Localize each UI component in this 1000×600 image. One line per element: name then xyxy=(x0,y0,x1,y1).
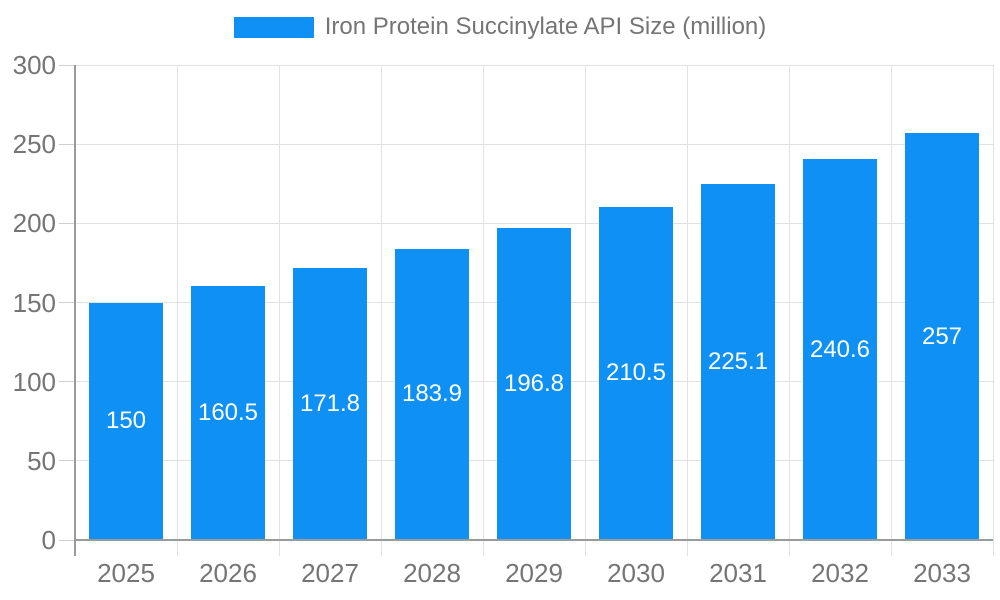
v-gridline xyxy=(278,65,280,556)
bar-2026: 160.5 xyxy=(191,285,265,540)
bar-2028: 183.9 xyxy=(395,248,469,540)
bar-value-label: 225.1 xyxy=(707,347,769,375)
y-axis-tick-label: 150 xyxy=(12,287,56,318)
bar-2029: 196.8 xyxy=(497,228,571,540)
v-gridline xyxy=(584,65,586,556)
y-axis-tick-label: 50 xyxy=(27,445,56,476)
x-axis-tick-label: 2032 xyxy=(811,558,869,588)
bar-value-label: 183.9 xyxy=(401,380,463,408)
bar-value-label: 240.6 xyxy=(809,335,871,363)
v-gridline xyxy=(380,65,382,556)
y-axis-tick-label: 300 xyxy=(12,50,56,80)
x-axis-tick-label: 2030 xyxy=(607,558,665,588)
y-axis-tick-label: 0 xyxy=(41,525,56,555)
y-axis-tick-label: 100 xyxy=(12,366,56,397)
x-axis-tick-label: 2026 xyxy=(199,558,257,588)
x-axis-tick-label: 2028 xyxy=(403,558,461,588)
h-gridline xyxy=(75,222,993,224)
y-axis-tick-label: 200 xyxy=(12,208,56,239)
bar-2031: 225.1 xyxy=(701,183,775,540)
chart-legend: Iron Protein Succinylate API Size (milli… xyxy=(0,13,1000,41)
y-axis-tick xyxy=(59,222,75,224)
x-axis-tick-label: 2027 xyxy=(301,558,359,588)
v-gridline xyxy=(890,65,892,556)
x-axis-tick-label: 2025 xyxy=(97,558,155,588)
x-axis-tick-label: 2031 xyxy=(709,558,767,588)
v-gridline xyxy=(788,65,790,556)
bar-2032: 240.6 xyxy=(803,159,877,540)
x-axis-line xyxy=(75,539,993,541)
y-axis-line xyxy=(74,65,76,556)
v-gridline xyxy=(482,65,484,556)
y-axis-tick-label: 250 xyxy=(12,129,56,160)
x-axis-tick-label: 2033 xyxy=(913,558,971,588)
x-axis-tick-label: 2029 xyxy=(505,558,563,588)
y-axis-tick xyxy=(59,64,75,66)
y-axis-tick xyxy=(59,460,75,462)
bar-2033: 257 xyxy=(905,133,979,540)
h-gridline xyxy=(75,143,993,145)
y-axis-tick xyxy=(59,302,75,303)
bar-2025: 150 xyxy=(89,302,163,540)
bar-value-label: 171.8 xyxy=(299,389,361,417)
v-gridline xyxy=(176,65,178,556)
h-gridline xyxy=(75,64,993,66)
bar-value-label: 150 xyxy=(105,407,147,435)
legend-item[interactable]: Iron Protein Succinylate API Size (milli… xyxy=(233,13,767,41)
bar-2030: 210.5 xyxy=(599,206,673,540)
y-axis-tick xyxy=(59,143,75,145)
bar-value-label: 210.5 xyxy=(605,359,667,387)
y-axis-tick xyxy=(59,381,75,383)
bar-value-label: 257 xyxy=(921,322,963,350)
legend-label: Iron Protein Succinylate API Size (milli… xyxy=(324,13,767,40)
bar-value-label: 196.8 xyxy=(503,370,565,398)
bar-value-label: 160.5 xyxy=(197,398,259,426)
legend-color-swatch xyxy=(233,16,314,38)
v-gridline xyxy=(686,65,688,556)
bar-2027: 171.8 xyxy=(293,267,367,540)
y-axis-tick xyxy=(59,539,75,541)
v-gridline xyxy=(992,65,994,556)
